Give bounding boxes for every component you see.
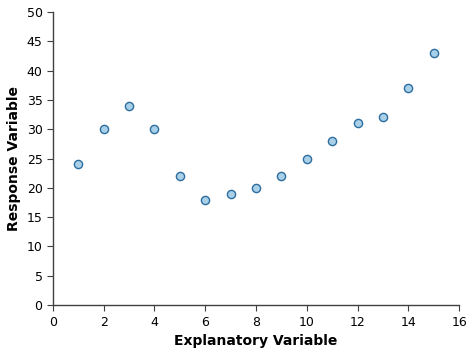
Point	[354, 120, 361, 126]
Point	[227, 191, 235, 197]
Point	[379, 115, 387, 120]
X-axis label: Explanatory Variable: Explanatory Variable	[174, 334, 338, 348]
Point	[430, 50, 438, 56]
Point	[176, 173, 183, 179]
Point	[74, 162, 82, 167]
Point	[252, 185, 260, 191]
Point	[151, 126, 158, 132]
Point	[278, 173, 285, 179]
Point	[405, 85, 412, 91]
Point	[303, 156, 310, 162]
Y-axis label: Response Variable: Response Variable	[7, 86, 21, 231]
Point	[125, 103, 133, 109]
Point	[328, 138, 336, 144]
Point	[100, 126, 108, 132]
Point	[201, 197, 209, 202]
